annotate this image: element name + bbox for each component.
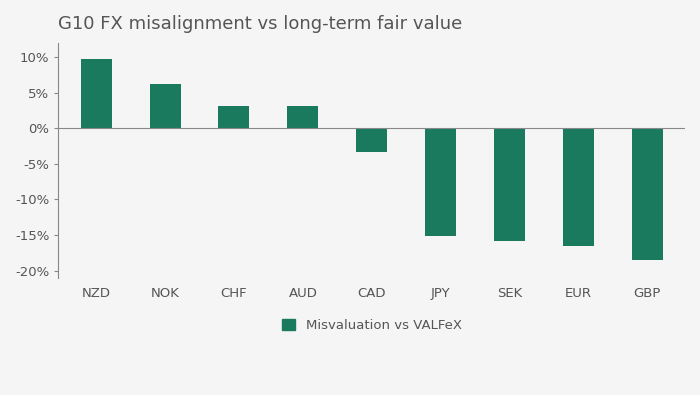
Text: G10 FX misalignment vs long-term fair value: G10 FX misalignment vs long-term fair va… — [58, 15, 463, 33]
Legend: Misvaluation vs VALFeX: Misvaluation vs VALFeX — [276, 313, 467, 337]
Bar — [631, 128, 663, 260]
Bar — [425, 128, 456, 237]
Bar — [563, 128, 594, 246]
Bar — [494, 128, 525, 241]
Bar — [218, 105, 249, 128]
Bar — [288, 105, 318, 128]
Bar — [80, 58, 112, 128]
Bar — [356, 128, 387, 152]
Bar — [150, 84, 181, 128]
